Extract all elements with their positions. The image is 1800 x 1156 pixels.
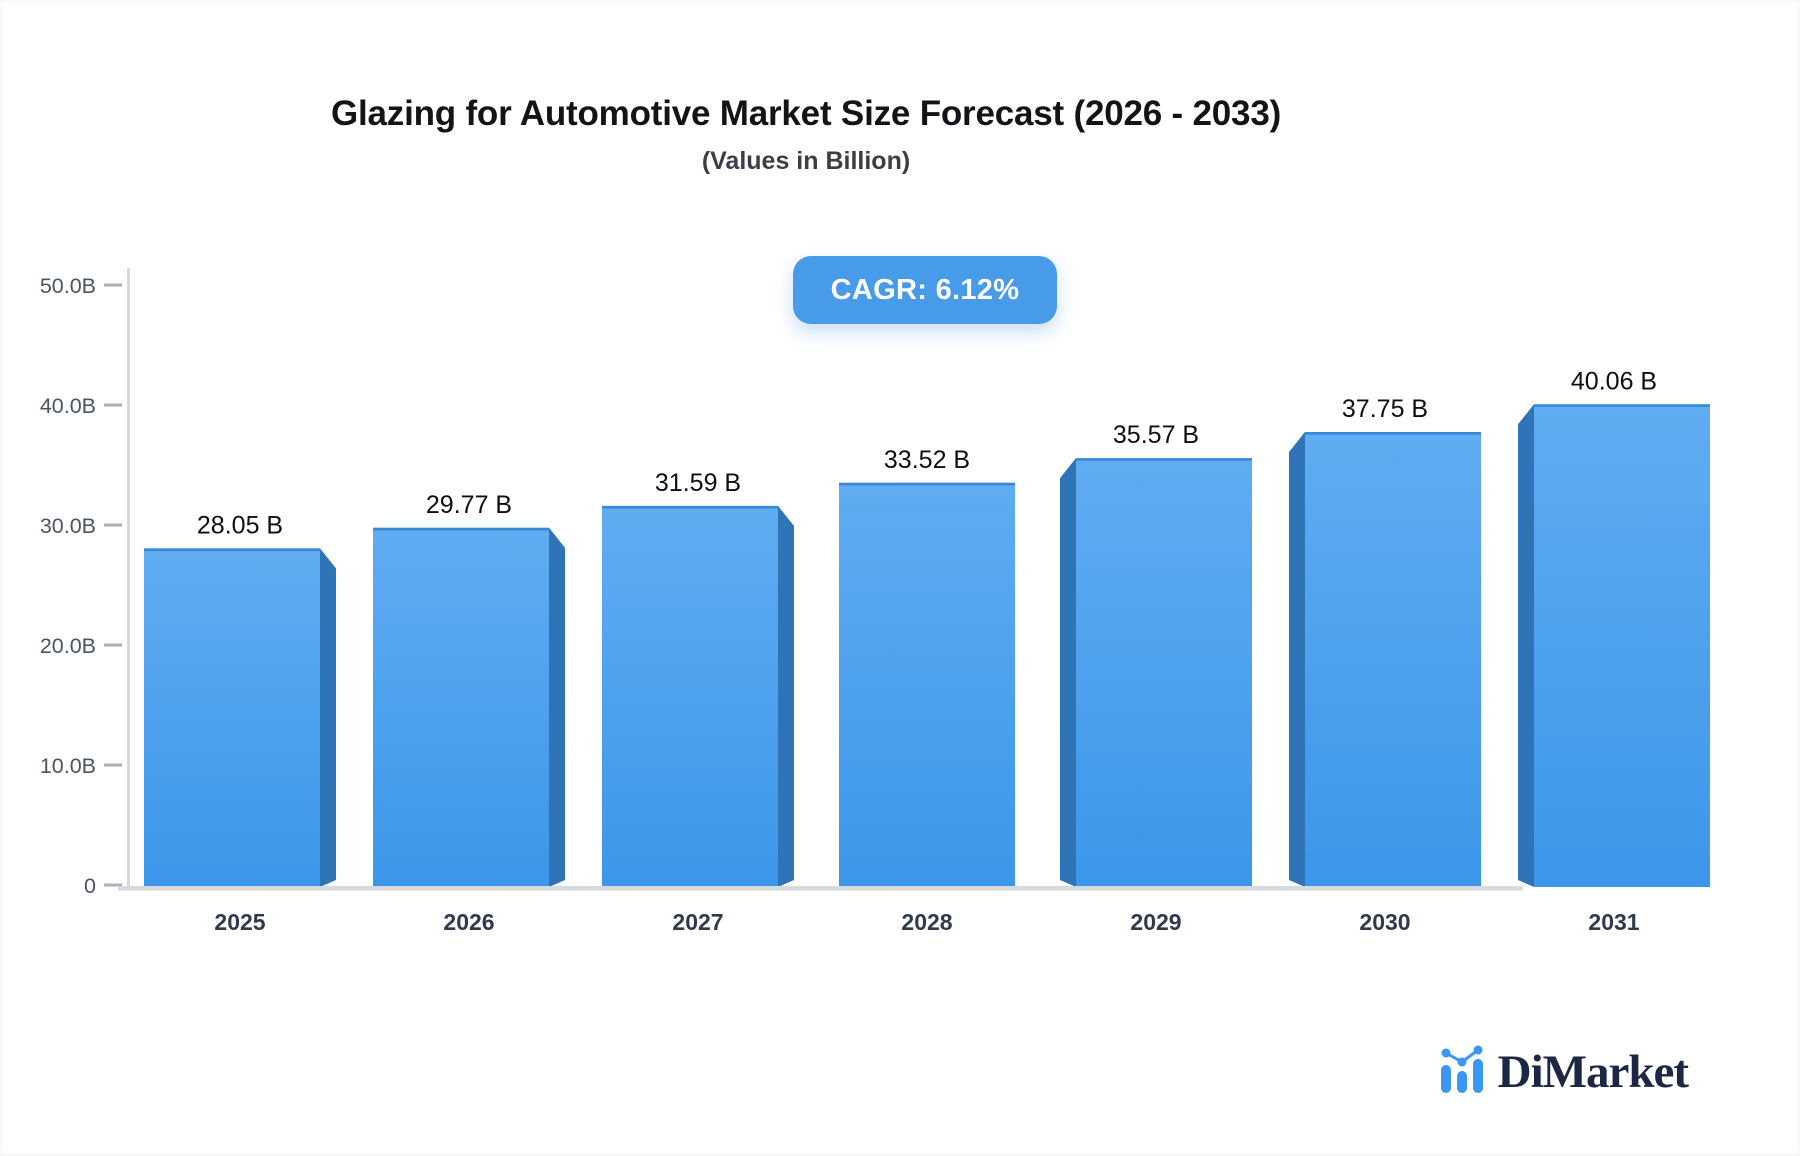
dimarket-logo: DiMarket	[1440, 1045, 1689, 1098]
x-axis-tick-label: 2028	[901, 909, 952, 935]
bar-face	[1534, 404, 1710, 887]
dimarket-logo-text: DiMarket	[1497, 1045, 1689, 1098]
bar-top-edge	[144, 548, 320, 551]
bar-value-label: 28.05 B	[197, 511, 283, 539]
bar-side	[320, 548, 336, 887]
bar-2030[interactable]	[1289, 432, 1481, 887]
bar-top-edge	[1305, 432, 1481, 435]
bar-value-label: 37.75 B	[1342, 395, 1428, 423]
x-axis-tick-label: 2026	[443, 909, 494, 935]
cagr-badge: CAGR: 6.12%	[793, 256, 1057, 324]
bar-value-label: 31.59 B	[655, 469, 741, 497]
bar-side	[778, 505, 794, 887]
bar-side	[549, 527, 565, 887]
bar-2028[interactable]	[839, 482, 1015, 887]
mini-bar-chart-icon	[1440, 1045, 1483, 1093]
bar-face	[373, 527, 549, 887]
x-axis-tick-label: 2027	[672, 909, 723, 935]
bar-2026[interactable]	[373, 527, 565, 887]
chart-subtitle: (Values in Billion)	[701, 147, 911, 175]
bar-top-edge	[1076, 458, 1252, 461]
bar-value-label: 35.57 B	[1113, 421, 1199, 449]
bar-2027[interactable]	[602, 505, 794, 887]
x-axis-tick-label: 2025	[214, 909, 265, 935]
y-axis-tick-label: 50.0B	[40, 274, 96, 298]
y-axis-tick-label: 40.0B	[40, 394, 96, 418]
bar-side	[1289, 432, 1305, 887]
x-axis-tick-label: 2031	[1588, 909, 1639, 935]
bar-value-label: 33.52 B	[884, 446, 970, 474]
bar-side	[1060, 458, 1076, 887]
y-axis-tick-label: 30.0B	[40, 514, 96, 538]
bar-side	[1518, 404, 1534, 887]
y-axis-tick-label: 20.0B	[40, 634, 96, 658]
bar-face	[1076, 458, 1252, 887]
chart-title: Glazing for Automotive Market Size Forec…	[330, 94, 1282, 133]
x-axis-tick-label: 2029	[1130, 909, 1181, 935]
x-axis-tick-label: 2030	[1359, 909, 1410, 935]
bar-2031[interactable]	[1518, 404, 1710, 887]
y-axis-tick-label: 0	[84, 874, 96, 898]
bar-face	[602, 505, 778, 887]
bar-value-label: 29.77 B	[426, 491, 512, 519]
bar-top-edge	[839, 482, 1015, 486]
bar-2025[interactable]	[144, 548, 336, 887]
bar-value-label: 40.06 B	[1571, 367, 1657, 395]
bar-top-edge	[373, 527, 549, 531]
bar-face	[144, 548, 320, 887]
y-axis-tick-label: 10.0B	[40, 754, 96, 778]
bar-top-edge	[602, 505, 778, 509]
cagr-badge-label: CAGR: 6.12%	[830, 273, 1020, 306]
x-axis-line	[118, 886, 1523, 891]
bar-face	[839, 482, 1015, 887]
bar-face	[1305, 432, 1481, 887]
bar-2029[interactable]	[1060, 458, 1252, 887]
bar-top-edge	[1534, 404, 1710, 407]
y-axis-line	[127, 268, 130, 890]
